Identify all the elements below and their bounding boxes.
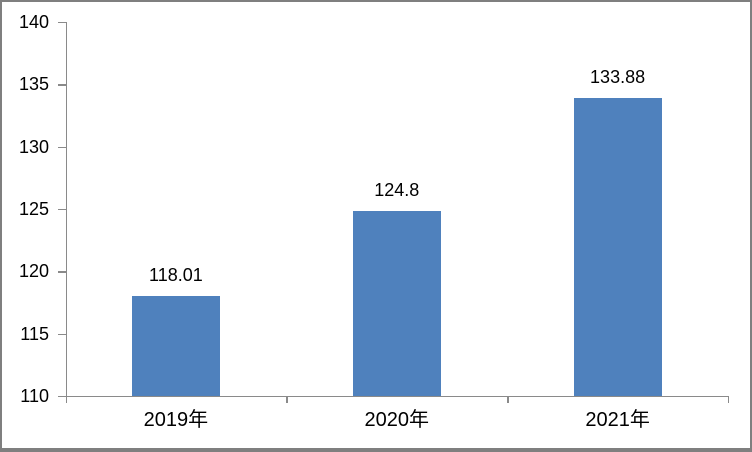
y-axis-tick: [57, 146, 66, 149]
x-axis-tick: [65, 396, 67, 404]
bar: [573, 98, 662, 396]
y-axis-tick: [57, 209, 66, 211]
x-axis-category-label: 2019年: [143, 409, 209, 431]
y-axis-tick: [57, 84, 66, 86]
y-axis-tick-label: 140: [18, 12, 49, 32]
x-axis-tick: [507, 396, 509, 404]
y-axis-tick: [57, 271, 66, 273]
y-axis-tick-label: 115: [20, 323, 49, 344]
y-axis-line: [65, 22, 67, 396]
x-axis-tick: [728, 396, 730, 404]
x-axis-line: [65, 396, 730, 398]
bar-value-label: 124.8: [374, 180, 420, 201]
y-axis-tick: [57, 333, 66, 336]
x-axis-category-label: 2020年: [364, 409, 430, 431]
y-axis-tick-label: 125: [18, 199, 49, 219]
bar: [352, 211, 441, 396]
y-axis-tick-label: 120: [18, 261, 49, 282]
x-axis-category-label: 2021年: [585, 409, 650, 431]
y-axis-tick: [57, 22, 66, 24]
y-axis-tick: [57, 396, 66, 398]
y-axis-tick-label: 135: [18, 74, 49, 95]
y-axis-tick-label: 130: [18, 136, 49, 157]
y-axis-tick-label: 110: [20, 386, 49, 406]
bar-value-label: 118.01: [149, 265, 203, 286]
x-axis-tick: [286, 396, 288, 404]
bar: [131, 296, 220, 396]
bar-value-label: 133.88: [590, 67, 646, 88]
